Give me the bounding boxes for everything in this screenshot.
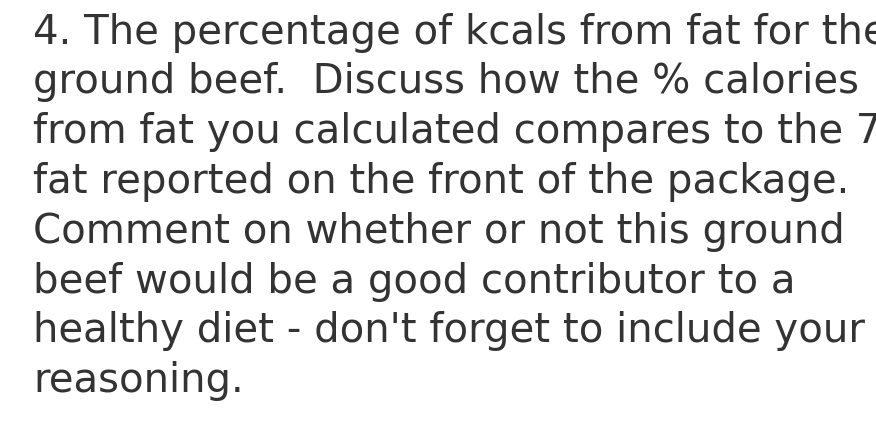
Text: ground beef.  Discuss how the % calories: ground beef. Discuss how the % calories (33, 62, 859, 103)
Text: 4. The percentage of kcals from fat for the: 4. The percentage of kcals from fat for … (33, 13, 876, 53)
Text: reasoning.: reasoning. (33, 361, 244, 401)
Text: from fat you calculated compares to the 7%: from fat you calculated compares to the … (33, 112, 876, 152)
Text: healthy diet - don't forget to include your: healthy diet - don't forget to include y… (33, 311, 865, 352)
Text: Comment on whether or not this ground: Comment on whether or not this ground (33, 212, 845, 252)
Text: beef would be a good contributor to a: beef would be a good contributor to a (33, 262, 795, 302)
Text: fat reported on the front of the package.: fat reported on the front of the package… (33, 162, 850, 202)
